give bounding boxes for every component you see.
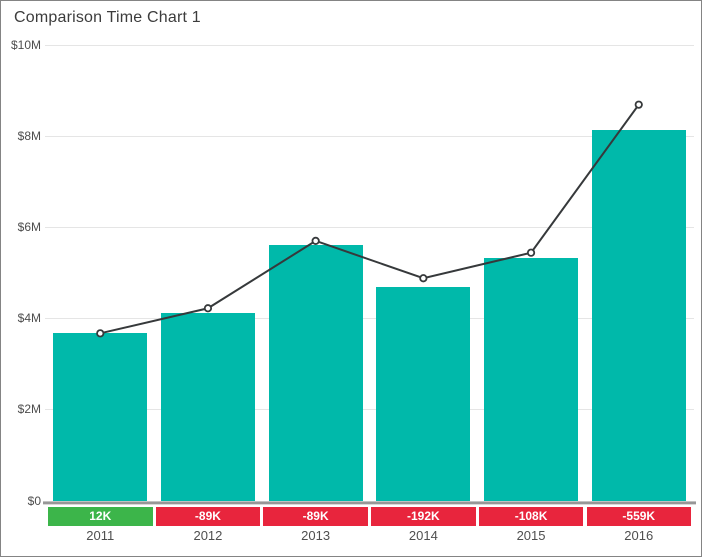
bar-2011[interactable] [53, 332, 148, 501]
line-marker-2014[interactable] [419, 274, 428, 283]
bar-2015[interactable] [484, 257, 579, 501]
delta-badge-2011[interactable]: 12K [48, 507, 153, 526]
x-axis-line [43, 501, 696, 505]
x-axis-label-2014: 2014 [408, 528, 438, 543]
x-axis-label-2013: 2013 [301, 528, 331, 543]
gridline-$2M [45, 408, 694, 410]
line-marker-2016[interactable] [634, 100, 643, 109]
bar-2016[interactable] [591, 130, 686, 501]
y-axis-label-$6M: $6M [17, 220, 41, 235]
y-axis-label-$0: $0 [27, 493, 41, 508]
line-marker-2015[interactable] [526, 248, 536, 257]
delta-badge-2014[interactable]: -192K [371, 507, 476, 526]
delta-badge-2016[interactable]: -559K [586, 507, 691, 526]
gridline-$10M [45, 44, 694, 46]
y-axis-label-$8M: $8M [17, 129, 41, 144]
y-axis-label-$10M: $10M [10, 38, 41, 52]
bar-2012[interactable] [160, 313, 255, 501]
y-axis-label-$2M: $2M [17, 402, 41, 417]
delta-badge-2015[interactable]: -108K [478, 507, 584, 526]
line-marker-2013[interactable] [311, 236, 320, 245]
delta-badge-2012[interactable]: -89K [155, 507, 261, 526]
chart-title: Comparison Time Chart 1 [14, 9, 201, 26]
line-marker-2012[interactable] [203, 304, 213, 313]
x-axis-label-2011: 2011 [86, 528, 115, 543]
bar-2014[interactable] [376, 286, 471, 501]
delta-badge-2013[interactable]: -89K [263, 507, 368, 526]
x-axis-label-2016: 2016 [624, 528, 654, 543]
y-axis-label-$4M: $4M [17, 311, 41, 326]
x-axis-label-2015: 2015 [516, 528, 546, 543]
bar-2013[interactable] [268, 244, 363, 501]
x-axis-label-2012: 2012 [193, 528, 223, 543]
